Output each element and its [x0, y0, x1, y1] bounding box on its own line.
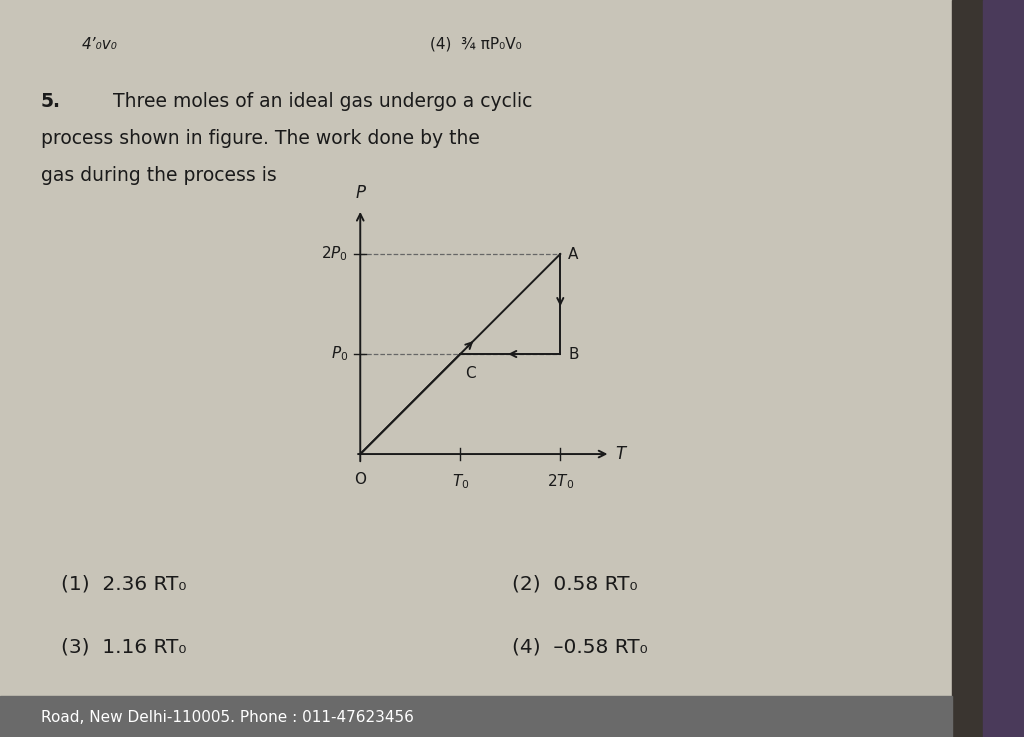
Text: $2P_0$: $2P_0$: [322, 245, 348, 263]
Text: A: A: [568, 246, 579, 262]
Text: process shown in figure. The work done by the: process shown in figure. The work done b…: [41, 129, 480, 148]
Text: $2T_0$: $2T_0$: [547, 472, 573, 491]
Text: 5.: 5.: [41, 92, 61, 111]
Text: Road, New Delhi-110005. Phone : 011-47623456: Road, New Delhi-110005. Phone : 011-4762…: [41, 710, 414, 724]
Text: $P_0$: $P_0$: [331, 345, 348, 363]
Bar: [0, 696, 952, 737]
Text: P: P: [355, 184, 366, 202]
Text: (4)  –0.58 RT₀: (4) –0.58 RT₀: [512, 638, 648, 657]
Text: (4)  ¾ πP₀V₀: (4) ¾ πP₀V₀: [430, 37, 522, 52]
Text: O: O: [354, 472, 367, 487]
Bar: [983, 0, 1024, 737]
Text: (3)  1.16 RT₀: (3) 1.16 RT₀: [61, 638, 187, 657]
Text: Three moles of an ideal gas undergo a cyclic: Three moles of an ideal gas undergo a cy…: [113, 92, 532, 111]
Bar: [952, 0, 1024, 737]
Text: (2)  0.58 RT₀: (2) 0.58 RT₀: [512, 575, 638, 594]
Text: 4’₀v₀: 4’₀v₀: [82, 37, 118, 52]
Text: gas during the process is: gas during the process is: [41, 166, 276, 185]
Text: T: T: [615, 445, 626, 463]
Text: (1)  2.36 RT₀: (1) 2.36 RT₀: [61, 575, 187, 594]
Text: B: B: [568, 346, 579, 362]
Text: C: C: [465, 366, 476, 381]
Text: $T_0$: $T_0$: [452, 472, 469, 491]
